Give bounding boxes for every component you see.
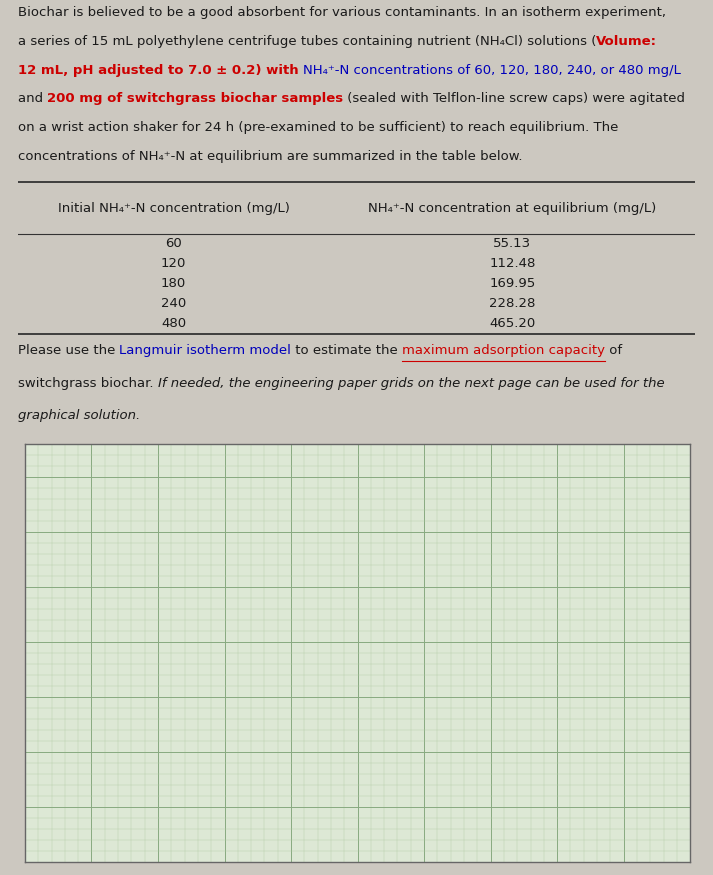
Text: a series of 15 mL polyethylene centrifuge tubes containing nutrient (NH₄Cl) solu: a series of 15 mL polyethylene centrifug…: [18, 35, 596, 48]
Text: NH₄⁺-N concentrations of 60, 120, 180, 240, or 480 mg/L: NH₄⁺-N concentrations of 60, 120, 180, 2…: [303, 64, 681, 76]
Text: of: of: [605, 344, 622, 357]
Text: 120: 120: [161, 257, 186, 270]
Text: 480: 480: [161, 317, 186, 330]
Text: on a wrist action shaker for 24 h (pre-examined to be sufficient) to reach equil: on a wrist action shaker for 24 h (pre-e…: [18, 121, 618, 134]
Text: Biochar is believed to be a good absorbent for various contaminants. In an isoth: Biochar is believed to be a good absorbe…: [18, 6, 666, 19]
Text: concentrations of NH₄⁺-N at equilibrium are summarized in the table below.: concentrations of NH₄⁺-N at equilibrium …: [18, 150, 523, 163]
Text: 55.13: 55.13: [493, 237, 531, 250]
Text: 228.28: 228.28: [489, 298, 535, 310]
Text: (sealed with Telflon-line screw caps) were agitated: (sealed with Telflon-line screw caps) we…: [344, 92, 685, 105]
Text: 60: 60: [165, 237, 182, 250]
Text: Volume:: Volume:: [596, 35, 657, 48]
Text: graphical solution.: graphical solution.: [18, 410, 140, 423]
Text: maximum adsorption capacity: maximum adsorption capacity: [402, 344, 605, 357]
Text: to estimate the: to estimate the: [292, 344, 402, 357]
Text: and: and: [18, 92, 47, 105]
Text: 169.95: 169.95: [489, 277, 535, 290]
Text: 12 mL, pH adjusted to 7.0 ± 0.2) with: 12 mL, pH adjusted to 7.0 ± 0.2) with: [18, 64, 303, 76]
Text: Langmuir isotherm model: Langmuir isotherm model: [120, 344, 292, 357]
Text: Initial NH₄⁺-N concentration (mg/L): Initial NH₄⁺-N concentration (mg/L): [58, 202, 289, 215]
Text: 465.20: 465.20: [489, 317, 535, 330]
Text: switchgrass biochar.: switchgrass biochar.: [18, 376, 158, 389]
Text: NH₄⁺-N concentration at equilibrium (mg/L): NH₄⁺-N concentration at equilibrium (mg/…: [368, 202, 657, 215]
Text: Please use the: Please use the: [18, 344, 120, 357]
Text: If needed, the engineering paper grids on the next page can be used for the: If needed, the engineering paper grids o…: [158, 376, 665, 389]
Text: 200 mg of switchgrass biochar samples: 200 mg of switchgrass biochar samples: [47, 92, 344, 105]
Text: 240: 240: [161, 298, 186, 310]
Text: 112.48: 112.48: [489, 257, 535, 270]
Text: 180: 180: [161, 277, 186, 290]
